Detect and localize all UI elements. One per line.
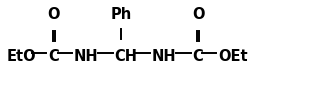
Text: O: O [48,7,60,22]
Text: CH: CH [114,49,137,64]
Text: OEt: OEt [218,49,248,64]
Text: Ph: Ph [111,7,132,22]
Text: NH: NH [152,49,177,64]
Text: C: C [192,49,203,64]
Text: NH: NH [74,49,98,64]
Text: C: C [48,49,59,64]
Text: O: O [192,7,205,22]
Text: EtO: EtO [7,49,36,64]
